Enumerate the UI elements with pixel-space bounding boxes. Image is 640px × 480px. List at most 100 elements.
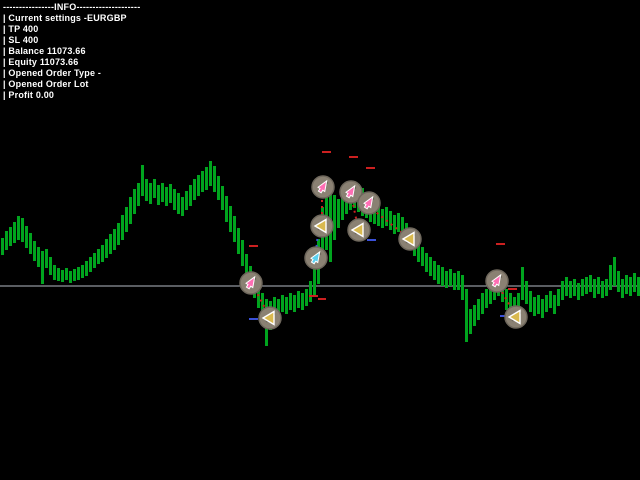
price-bar xyxy=(385,207,388,226)
price-bar xyxy=(209,161,212,186)
trade-open-marker[interactable] xyxy=(485,269,509,293)
price-bar xyxy=(425,253,428,272)
price-bar xyxy=(517,293,520,314)
price-bar xyxy=(581,279,584,296)
price-bar xyxy=(165,187,168,206)
price-bar xyxy=(109,234,112,254)
price-bar xyxy=(465,289,468,342)
trade-open-marker[interactable] xyxy=(239,271,263,295)
price-bar xyxy=(381,209,384,228)
price-bar xyxy=(233,216,236,242)
price-bar xyxy=(305,289,308,306)
price-bar xyxy=(189,185,192,206)
price-bar xyxy=(481,293,484,314)
price-bar xyxy=(85,261,88,276)
close-triangle-icon[interactable] xyxy=(261,310,275,326)
price-bar xyxy=(153,179,156,198)
close-triangle-icon[interactable] xyxy=(313,218,327,234)
price-bar xyxy=(217,176,220,200)
price-bar xyxy=(121,215,124,240)
price-bar xyxy=(129,197,132,224)
price-bar xyxy=(453,273,456,290)
trade-connector-line xyxy=(498,286,514,312)
price-bar xyxy=(125,207,128,232)
price-bar xyxy=(621,279,624,298)
price-bar xyxy=(485,289,488,308)
price-bar xyxy=(13,222,16,243)
price-bar xyxy=(577,283,580,300)
price-bar xyxy=(533,297,536,316)
trade-open-marker[interactable] xyxy=(304,246,328,270)
price-bar xyxy=(285,297,288,314)
buy-arrow-icon[interactable] xyxy=(316,179,330,194)
trade-open-marker[interactable] xyxy=(339,180,363,204)
price-bar xyxy=(625,275,628,294)
buy-arrow-icon[interactable] xyxy=(362,195,376,210)
price-bar xyxy=(341,195,344,220)
info-line: | Current settings -EURGBP xyxy=(3,13,127,23)
close-triangle-icon[interactable] xyxy=(401,231,415,247)
price-bar xyxy=(549,291,552,308)
price-bar xyxy=(569,281,572,298)
buy-arrow-icon[interactable] xyxy=(490,273,504,288)
price-bar xyxy=(441,267,444,286)
price-bar xyxy=(421,247,424,266)
trade-close-marker[interactable] xyxy=(310,214,334,238)
price-bar xyxy=(573,279,576,296)
price-bar xyxy=(141,165,144,196)
cyan-arrow-icon[interactable] xyxy=(309,250,323,265)
close-triangle-icon[interactable] xyxy=(507,309,521,325)
ea-info-panel: ----------------INFO--------------------… xyxy=(3,2,140,101)
price-bar xyxy=(529,291,532,312)
order-level-dash xyxy=(366,167,375,169)
price-bar xyxy=(489,285,492,304)
price-bar xyxy=(1,238,4,255)
price-bar xyxy=(157,185,160,205)
price-bar xyxy=(373,203,376,224)
close-triangle-icon[interactable] xyxy=(350,222,364,238)
price-bar xyxy=(105,239,108,258)
price-bar xyxy=(461,275,464,300)
price-bar xyxy=(73,269,76,281)
buy-arrow-icon[interactable] xyxy=(244,275,258,290)
price-bar xyxy=(613,257,616,286)
trade-close-marker[interactable] xyxy=(504,305,528,329)
price-bar xyxy=(197,175,200,196)
order-level-dash xyxy=(318,298,326,300)
price-bar xyxy=(77,267,80,280)
price-bar xyxy=(281,295,284,312)
price-bar xyxy=(313,267,316,296)
buy-arrow-icon[interactable] xyxy=(344,184,358,199)
price-bar xyxy=(69,271,72,283)
order-level-dash xyxy=(349,156,358,158)
trade-close-marker[interactable] xyxy=(258,306,282,330)
order-level-dash xyxy=(309,295,318,297)
trade-close-marker[interactable] xyxy=(398,227,422,251)
price-bar xyxy=(33,241,36,261)
price-bar xyxy=(245,254,248,280)
trade-open-marker[interactable] xyxy=(357,191,381,215)
price-bar xyxy=(561,281,564,300)
price-bar xyxy=(393,215,396,234)
price-bar xyxy=(337,199,340,228)
trade-open-marker[interactable] xyxy=(311,175,335,199)
price-bar xyxy=(297,291,300,308)
price-bar xyxy=(505,289,508,310)
price-bar xyxy=(21,218,24,242)
price-bar xyxy=(177,193,180,214)
price-bar xyxy=(241,240,244,266)
info-line: | SL 400 xyxy=(3,35,39,45)
price-bar xyxy=(117,223,120,245)
price-bar xyxy=(633,273,636,292)
price-bar xyxy=(97,249,100,264)
order-level-dash xyxy=(500,315,508,317)
trade-close-marker[interactable] xyxy=(347,218,371,242)
order-level-dash xyxy=(249,245,258,247)
info-line: | TP 400 xyxy=(3,24,39,34)
price-bar xyxy=(333,195,336,240)
price-bar xyxy=(9,227,12,246)
trade-connector-line xyxy=(351,198,358,224)
price-bar xyxy=(593,279,596,298)
price-bar xyxy=(205,167,208,190)
